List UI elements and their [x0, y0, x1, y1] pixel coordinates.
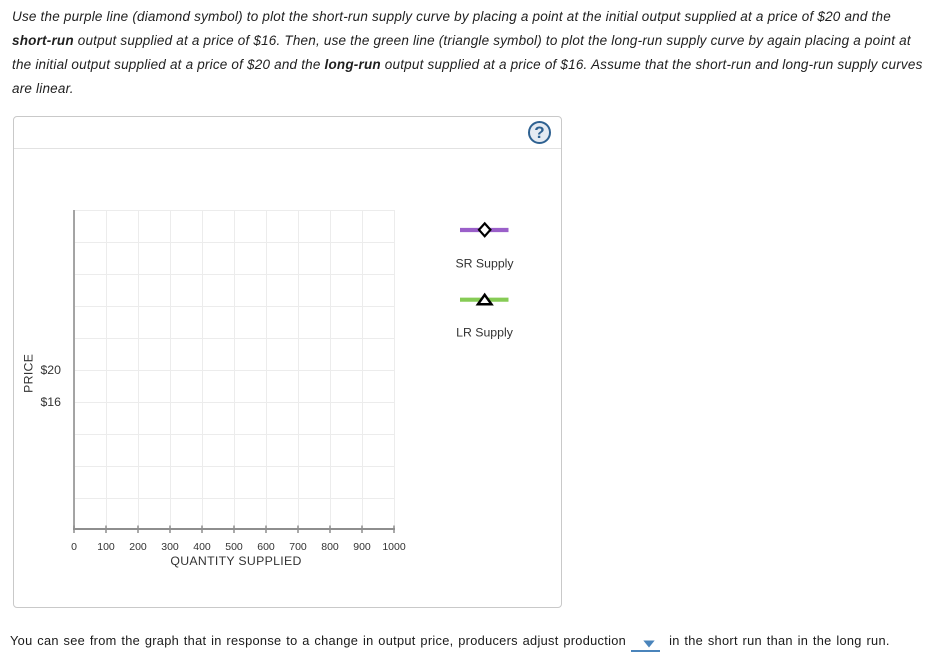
svg-text:LR Supply: LR Supply — [456, 326, 514, 340]
svg-text:QUANTITY SUPPLIED: QUANTITY SUPPLIED — [170, 554, 301, 568]
svg-text:$16: $16 — [40, 395, 61, 409]
svg-text:500: 500 — [225, 541, 243, 553]
svg-text:PRICE: PRICE — [22, 354, 36, 393]
svg-text:200: 200 — [129, 541, 147, 553]
svg-text:900: 900 — [353, 541, 371, 553]
svg-text:100: 100 — [97, 541, 115, 553]
svg-text:600: 600 — [257, 541, 275, 553]
svg-text:800: 800 — [321, 541, 339, 553]
svg-text:$20: $20 — [40, 363, 61, 377]
svg-text:1000: 1000 — [382, 541, 406, 553]
svg-text:300: 300 — [161, 541, 179, 553]
svg-text:400: 400 — [193, 541, 211, 553]
svg-text:SR Supply: SR Supply — [455, 257, 514, 271]
svg-text:0: 0 — [71, 541, 77, 553]
svg-text:700: 700 — [289, 541, 307, 553]
